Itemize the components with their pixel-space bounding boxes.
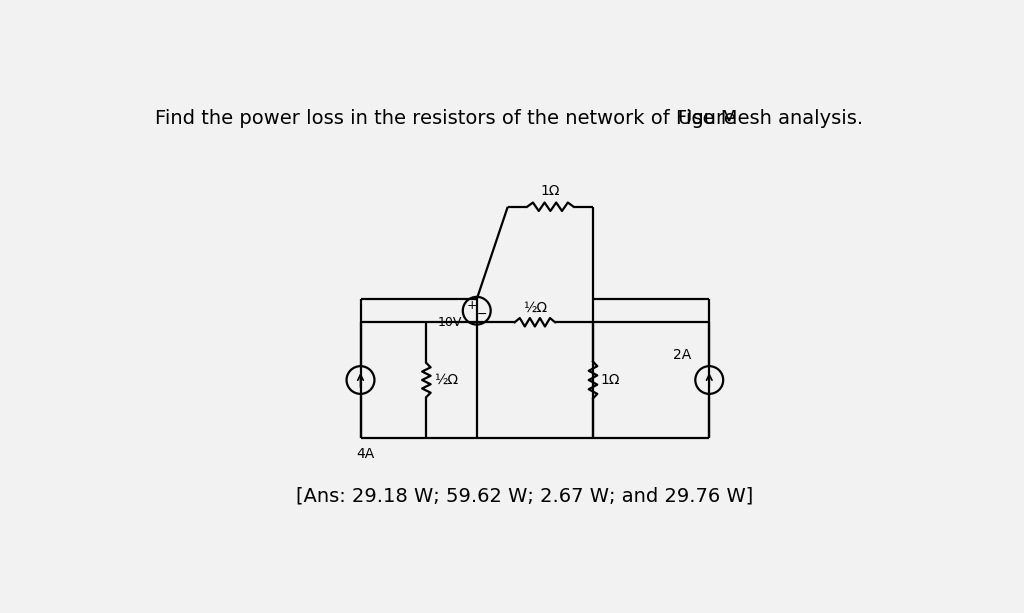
Text: 10V: 10V — [437, 316, 462, 329]
Text: Find the power loss in the resistors of the network of Figure: Find the power loss in the resistors of … — [155, 109, 736, 128]
Text: [Ans: 29.18 W; 59.62 W; 2.67 W; and 29.76 W]: [Ans: 29.18 W; 59.62 W; 2.67 W; and 29.7… — [296, 486, 754, 505]
Text: 4A: 4A — [356, 447, 375, 461]
Text: 1Ω: 1Ω — [601, 373, 621, 387]
Text: 1Ω: 1Ω — [541, 183, 560, 197]
Text: Use Mesh analysis.: Use Mesh analysis. — [678, 109, 863, 128]
Text: 2A: 2A — [673, 348, 691, 362]
Text: ½Ω: ½Ω — [434, 373, 459, 387]
Text: +: + — [467, 299, 477, 313]
Text: ½Ω: ½Ω — [523, 300, 547, 314]
Text: −: − — [476, 308, 486, 321]
